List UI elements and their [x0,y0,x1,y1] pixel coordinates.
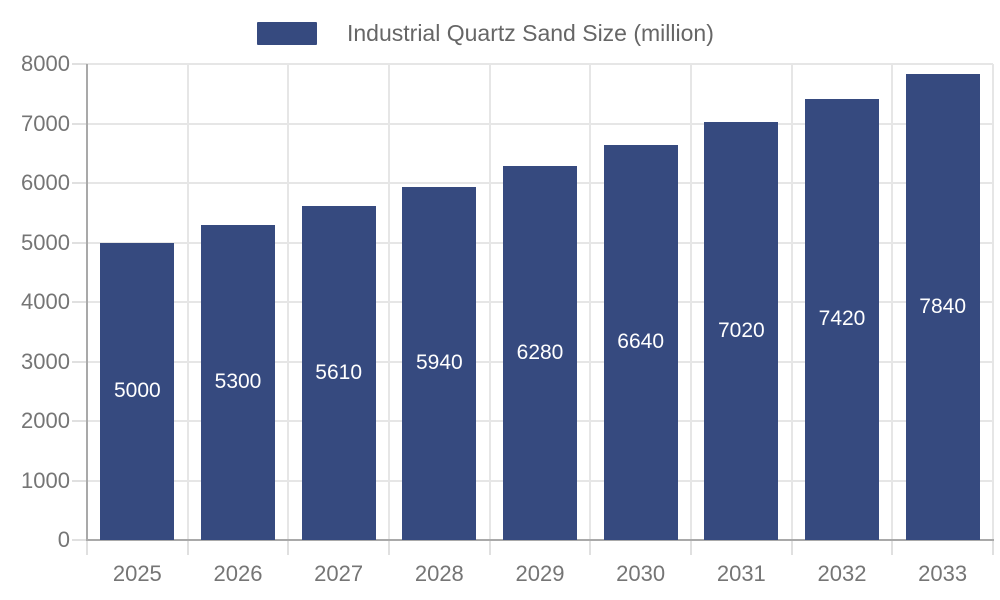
bar-value-label-2030: 6640 [617,330,665,354]
grid-line-vertical [488,64,491,540]
grid-line-vertical [186,64,189,540]
grid-line-vertical [891,64,894,540]
y-tick-label-5000: 5000 [21,229,70,255]
y-axis-tick [72,301,87,303]
bar-value-label-2032: 7420 [818,307,866,331]
bar-value-label-2028: 5940 [415,351,463,375]
y-axis-tick [72,420,87,422]
y-tick-label-6000: 6000 [21,170,70,195]
x-tick-label-2031: 2031 [716,561,766,586]
x-axis-tick [690,540,692,555]
bar-value-label-2031: 7020 [717,319,765,343]
legend-swatch [257,22,317,45]
x-axis-tick [589,540,592,555]
grid-line-horizontal [87,63,993,65]
bar-value-label-2027: 5610 [315,361,363,385]
x-tick-label-2030: 2030 [616,561,666,586]
y-axis-tick [72,360,87,363]
y-tick-label-8000: 8000 [21,51,70,76]
y-tick-label-0: 0 [57,527,70,552]
bar-2031[interactable] [704,122,779,540]
y-axis-tick [72,122,87,125]
bar-2025[interactable] [100,242,175,540]
y-axis-tick [72,479,87,482]
x-axis-tick [287,540,290,555]
y-tick-label-1000: 1000 [21,467,70,493]
bar-2027[interactable] [301,206,376,540]
bar-2029[interactable] [503,166,577,540]
bar-2030[interactable] [603,144,678,540]
x-axis-tick [488,540,491,555]
y-axis-line [86,64,88,541]
x-tick-label-2029: 2029 [515,561,565,586]
y-axis-tick [72,63,87,65]
bar-value-label-2026: 5300 [214,370,262,394]
bar-value-label-2025: 5000 [113,379,161,403]
grid-line-vertical [790,64,793,540]
bar-2032[interactable] [805,98,879,540]
x-axis-tick [891,540,894,555]
x-axis-tick [992,540,994,555]
grid-line-vertical [388,64,390,540]
x-tick-label-2032: 2032 [817,561,867,586]
bar-2033[interactable] [905,73,980,540]
bar-2028[interactable] [402,186,477,540]
legend-item[interactable]: Industrial Quartz Sand Size (million) [257,20,714,47]
grid-line-horizontal [87,122,993,125]
x-tick-label-2026: 2026 [213,561,263,586]
x-tick-label-2028: 2028 [414,561,464,586]
bar-value-label-2029: 6280 [516,341,564,365]
grid-line-vertical [992,64,994,540]
y-tick-label-4000: 4000 [21,289,70,314]
y-axis-tick [72,241,87,244]
y-tick-label-7000: 7000 [21,110,70,136]
y-tick-label-2000: 2000 [21,408,70,433]
x-axis-tick [388,540,390,555]
x-axis-line [86,539,994,541]
y-axis-tick [72,539,87,541]
legend-label: Industrial Quartz Sand Size (million) [347,20,714,46]
bar-value-label-2033: 7840 [919,294,967,318]
x-tick-label-2025: 2025 [112,561,162,586]
y-axis-tick [72,182,87,184]
x-tick-label-2027: 2027 [314,561,364,586]
grid-line-vertical [690,64,692,540]
y-tick-label-3000: 3000 [21,348,70,374]
grid-line-vertical [589,64,592,540]
x-axis-tick [86,540,88,555]
bar-2026[interactable] [201,224,275,540]
x-axis-tick [186,540,189,555]
grid-line-vertical [287,64,290,540]
x-tick-label-2033: 2033 [918,561,968,586]
x-axis-tick [790,540,793,555]
